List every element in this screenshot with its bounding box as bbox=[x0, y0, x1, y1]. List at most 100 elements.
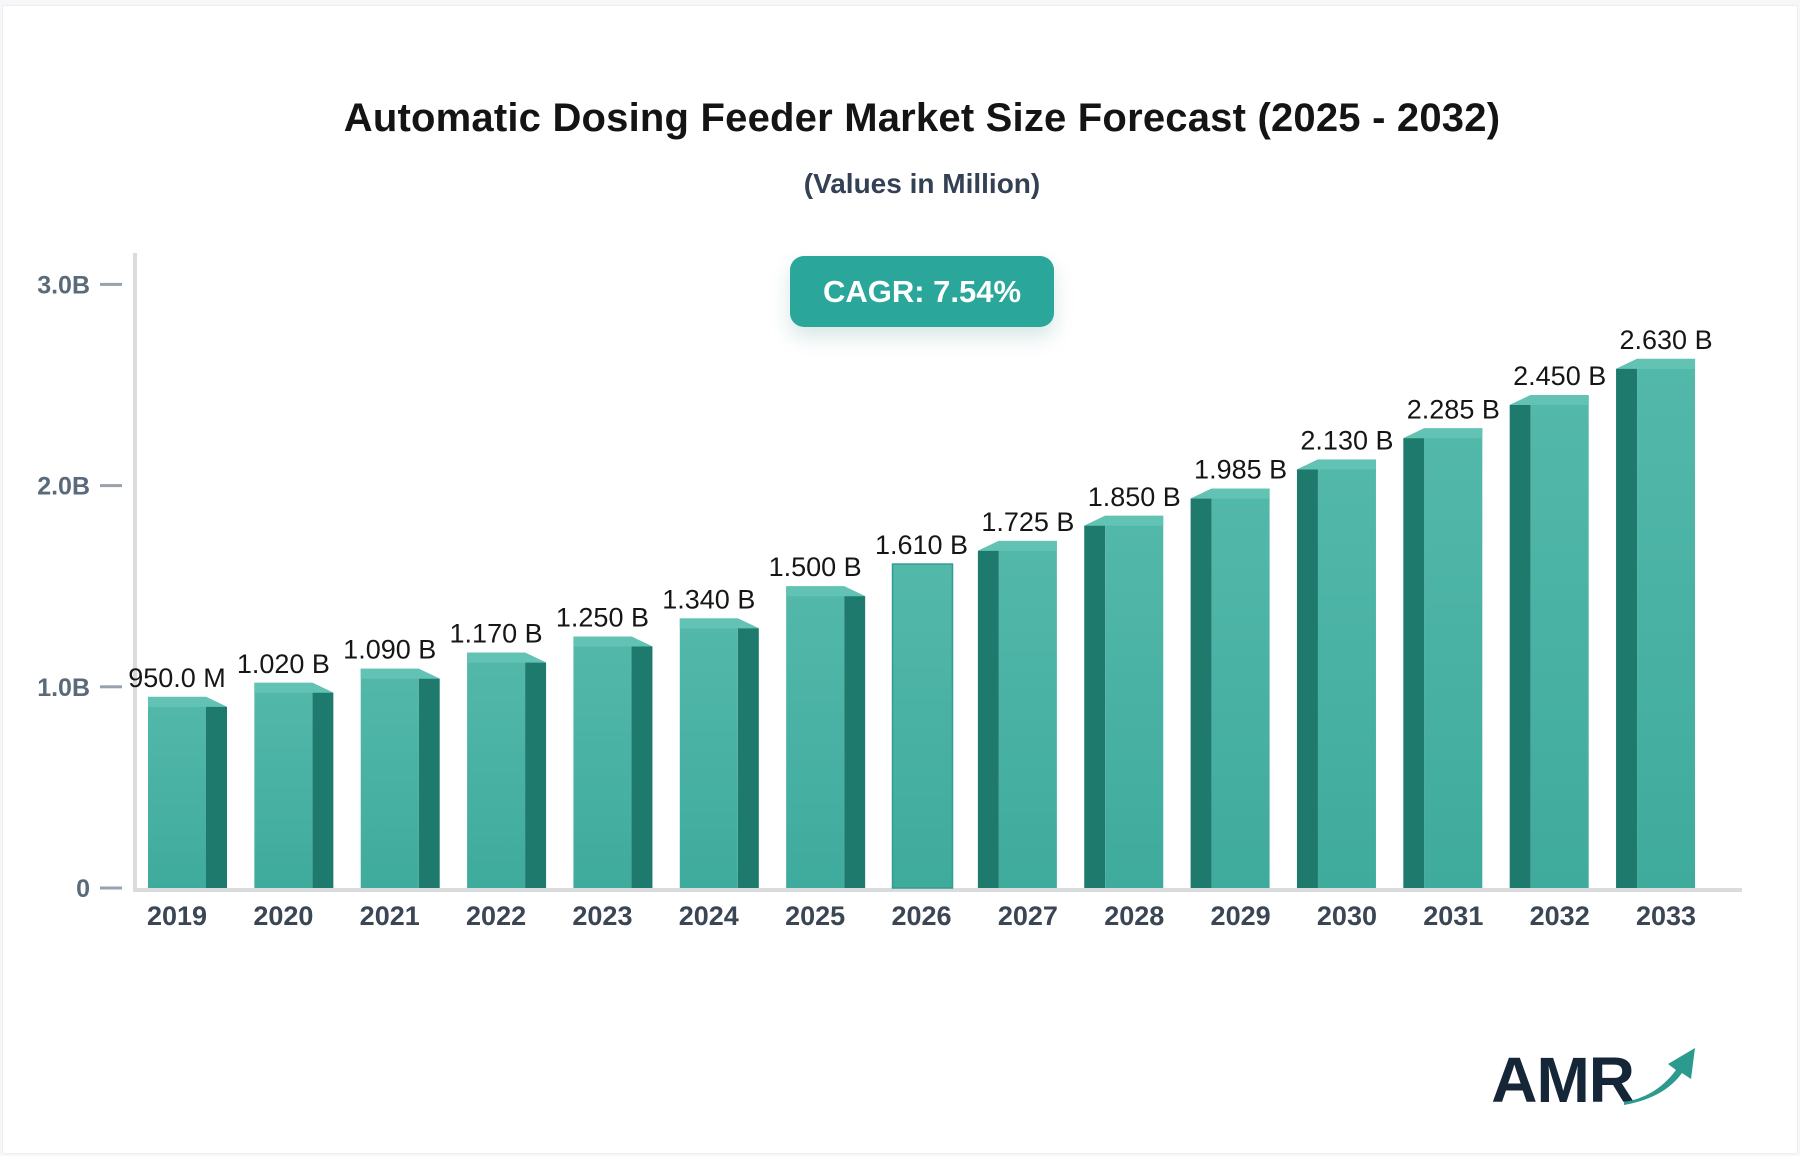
y-tick-label: 3.0B bbox=[37, 271, 90, 299]
bar-top-face bbox=[573, 636, 653, 647]
y-tick-dash bbox=[100, 685, 122, 689]
bar-front-face bbox=[1105, 515, 1164, 888]
bar-top-face bbox=[1190, 488, 1270, 499]
bar-top-face bbox=[254, 682, 334, 693]
bar-value-label: 2.630 B bbox=[1620, 325, 1713, 355]
y-tick-label: 1.0B bbox=[37, 674, 90, 702]
bar-side-face bbox=[418, 668, 440, 888]
bar-front-face bbox=[998, 540, 1057, 888]
bar-2032 bbox=[1509, 395, 1589, 888]
bar-2026 bbox=[891, 563, 954, 889]
y-tick-label: 2.0B bbox=[37, 473, 90, 501]
bar-value-label: 950.0 M bbox=[128, 663, 226, 693]
chart-subtitle: (Values in Million) bbox=[803, 168, 1041, 199]
bar-2019 bbox=[148, 696, 227, 888]
y-tick-dash bbox=[100, 886, 122, 890]
bar-front-face bbox=[1317, 459, 1376, 888]
bar-value-label: 1.725 B bbox=[981, 507, 1074, 537]
bar-top-face bbox=[360, 668, 440, 679]
bar-top-face bbox=[1084, 515, 1164, 526]
bar-front-face bbox=[1530, 395, 1589, 888]
bar-front-face bbox=[891, 563, 954, 889]
bar-2028 bbox=[1084, 515, 1164, 888]
bar-side-face bbox=[1509, 395, 1531, 888]
x-axis-line bbox=[133, 888, 1742, 892]
bar-side-face bbox=[737, 618, 759, 888]
bar-front-face bbox=[360, 668, 419, 888]
bar-top-face bbox=[1509, 395, 1589, 406]
bar-value-label: 1.020 B bbox=[237, 649, 330, 679]
x-axis-label: 2024 bbox=[679, 901, 739, 931]
x-axis-label: 2026 bbox=[891, 901, 951, 931]
bar-front-face bbox=[1424, 428, 1483, 888]
bar-front-face bbox=[573, 636, 632, 888]
bar-front-face bbox=[1637, 358, 1696, 888]
bar-2024 bbox=[679, 618, 759, 888]
x-axis-label: 2025 bbox=[785, 901, 845, 931]
y-tick-dash bbox=[100, 282, 122, 286]
bar-2021 bbox=[360, 668, 440, 888]
bar-value-label: 1.850 B bbox=[1088, 482, 1181, 512]
x-axis-label: 2033 bbox=[1636, 901, 1696, 931]
bar-side-face bbox=[977, 540, 999, 888]
bar-value-label: 1.170 B bbox=[450, 619, 543, 649]
bar-side-face bbox=[1403, 428, 1425, 888]
bar-side-face bbox=[312, 682, 334, 888]
bar-front-face bbox=[1211, 488, 1270, 888]
bar-value-label: 2.450 B bbox=[1513, 361, 1606, 391]
bar-side-face bbox=[631, 636, 653, 888]
bar-value-label: 1.340 B bbox=[662, 584, 755, 614]
bar-top-face bbox=[977, 540, 1057, 551]
bar-side-face bbox=[1296, 459, 1318, 888]
x-axis-label: 2023 bbox=[572, 901, 632, 931]
bar-top-face bbox=[786, 586, 866, 597]
bar-side-face bbox=[206, 696, 227, 888]
bar-value-label: 1.500 B bbox=[769, 552, 862, 582]
x-axis-label: 2031 bbox=[1423, 901, 1483, 931]
bar-2031 bbox=[1403, 428, 1483, 888]
bar-top-face bbox=[679, 618, 759, 629]
bar-front-face bbox=[786, 586, 845, 888]
bar-side-face bbox=[1084, 515, 1106, 888]
bar-2022 bbox=[467, 652, 547, 888]
y-tick-dash bbox=[100, 484, 122, 488]
x-axis-label: 2021 bbox=[360, 901, 420, 931]
x-axis-label: 2032 bbox=[1530, 901, 1590, 931]
bar-side-face bbox=[844, 586, 866, 888]
x-axis-label: 2027 bbox=[998, 901, 1058, 931]
bar-front-face bbox=[467, 652, 526, 888]
bar-value-label: 2.130 B bbox=[1300, 425, 1393, 455]
bar-side-face bbox=[1190, 488, 1212, 888]
bar-value-label: 1.610 B bbox=[875, 530, 968, 560]
growth-arrow-icon bbox=[1624, 1048, 1695, 1105]
x-axis-label: 2022 bbox=[466, 901, 526, 931]
bar-2027 bbox=[977, 540, 1057, 888]
bar-side-face bbox=[1616, 358, 1638, 888]
bar-top-face bbox=[148, 696, 227, 707]
bar-top-face bbox=[467, 652, 547, 663]
bar-2023 bbox=[573, 636, 653, 888]
x-axis-label: 2030 bbox=[1317, 901, 1377, 931]
bar-2025 bbox=[786, 586, 866, 888]
bar-front-face bbox=[148, 696, 206, 888]
amr-logo-text: AMR bbox=[1491, 1044, 1635, 1116]
bar-front-face bbox=[254, 682, 313, 888]
bar-side-face bbox=[525, 652, 547, 888]
bar-value-label: 1.985 B bbox=[1194, 455, 1287, 485]
chart-title: Automatic Dosing Feeder Market Size Fore… bbox=[343, 96, 1501, 140]
bar-2020 bbox=[254, 682, 334, 888]
y-tick-label: 0 bbox=[76, 875, 90, 903]
cagr-badge-label: CAGR: 7.54% bbox=[822, 273, 1022, 309]
x-axis-label: 2019 bbox=[147, 901, 207, 931]
bar-2033 bbox=[1616, 358, 1696, 888]
bar-2029 bbox=[1190, 488, 1270, 888]
y-axis-line bbox=[133, 253, 137, 892]
x-axis-label: 2020 bbox=[253, 901, 313, 931]
bar-value-label: 1.250 B bbox=[556, 603, 649, 633]
bar-2030 bbox=[1296, 459, 1376, 888]
bar-top-face bbox=[1403, 428, 1483, 439]
bar-value-label: 1.090 B bbox=[343, 635, 436, 665]
bar-front-face bbox=[679, 618, 738, 888]
bar-top-face bbox=[1296, 459, 1376, 470]
